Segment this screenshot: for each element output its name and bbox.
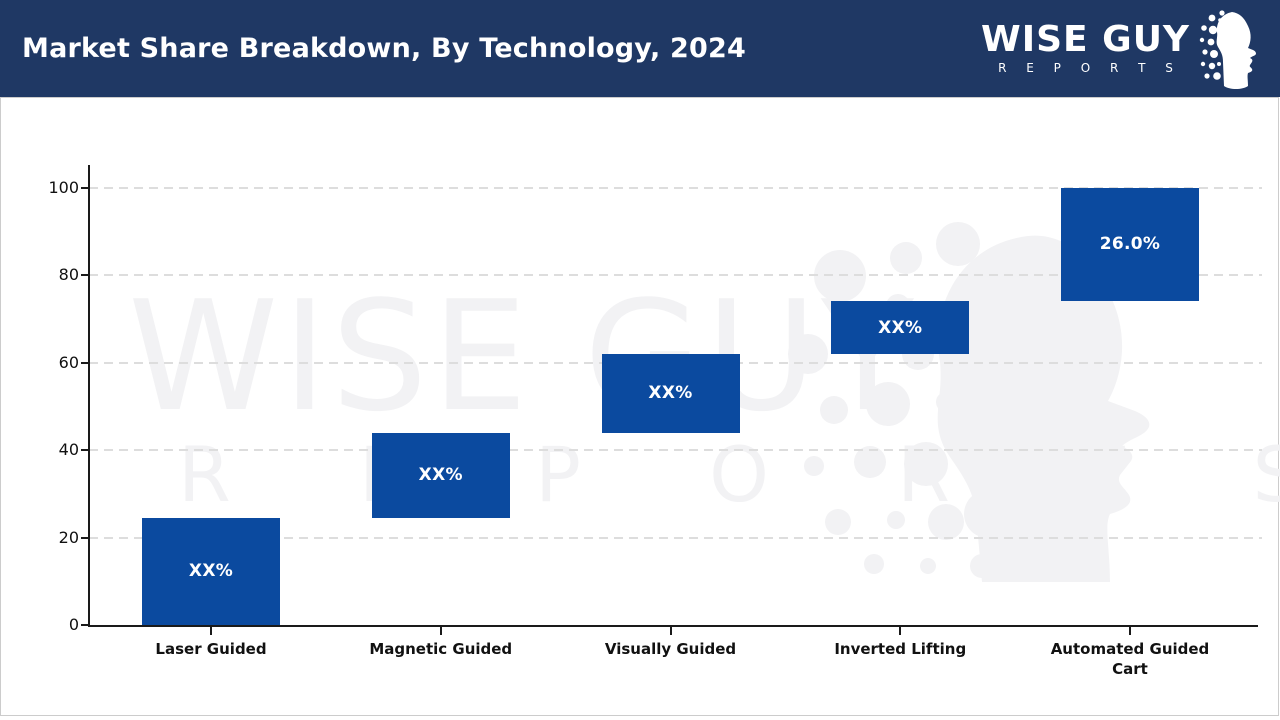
logo-subtitle: R E P O R T S bbox=[998, 61, 1181, 75]
page-title: Market Share Breakdown, By Technology, 2… bbox=[22, 33, 747, 64]
gridline-80 bbox=[89, 274, 1262, 276]
logo-text: WISE GUY R E P O R T S bbox=[980, 19, 1190, 76]
x-tick-1 bbox=[439, 627, 442, 635]
y-tick-label-0: 0 bbox=[68, 615, 79, 634]
wise-guy-face-icon bbox=[1199, 9, 1256, 89]
gridline-40 bbox=[89, 449, 1262, 451]
y-tick-40 bbox=[81, 449, 89, 451]
category-label: Automated Guided Cart bbox=[1050, 640, 1210, 679]
bar-automated-guided-cart: 26.0% bbox=[1061, 187, 1199, 302]
y-tick-20 bbox=[81, 536, 89, 539]
y-tick-label-60: 60 bbox=[58, 352, 79, 372]
gridline-20 bbox=[89, 536, 1262, 539]
y-tick-60 bbox=[81, 361, 89, 364]
category-label: Magnetic Guided bbox=[369, 640, 513, 658]
x-tick-2 bbox=[669, 627, 672, 635]
y-tick-label-100: 100 bbox=[48, 177, 79, 197]
bar-visually-guided: XX% bbox=[601, 353, 740, 433]
y-tick-label-40: 40 bbox=[58, 440, 79, 459]
wise-guy-logo: WISE GUY R E P O R T S bbox=[981, 6, 1280, 92]
wise-guy-face-watermark bbox=[788, 222, 1150, 582]
y-axis-line bbox=[88, 165, 90, 627]
y-tick-100 bbox=[81, 186, 89, 189]
x-tick-0 bbox=[210, 627, 212, 635]
logo-wordmark: WISE GUY bbox=[980, 19, 1190, 60]
bar-inverted-lifting: XX% bbox=[831, 301, 970, 354]
category-label: Visually Guided bbox=[604, 640, 737, 658]
bar-laser-guided: XX% bbox=[142, 517, 280, 625]
y-tick-label-20: 20 bbox=[58, 527, 79, 547]
bar-value-label: XX% bbox=[418, 465, 463, 486]
y-tick-0 bbox=[81, 624, 89, 626]
x-tick-4 bbox=[1129, 627, 1131, 635]
bar-value-label: XX% bbox=[878, 317, 923, 338]
x-tick-3 bbox=[899, 627, 902, 635]
gridline-100 bbox=[89, 186, 1262, 189]
bar-value-label: XX% bbox=[188, 561, 234, 582]
watermark-wordmark: WISE GUY bbox=[128, 268, 918, 445]
category-label: Inverted Lifting bbox=[834, 640, 967, 658]
bar-value-label: XX% bbox=[648, 383, 693, 404]
header-band: Market Share Breakdown, By Technology, 2… bbox=[0, 0, 1280, 97]
chart-card-border bbox=[0, 97, 1279, 716]
x-axis-line bbox=[88, 625, 1258, 627]
y-tick-label-80: 80 bbox=[58, 265, 79, 284]
bar-value-label: 26.0% bbox=[1099, 234, 1161, 255]
bar-magnetic-guided: XX% bbox=[371, 432, 510, 518]
category-label: Laser Guided bbox=[155, 640, 267, 658]
y-tick-80 bbox=[81, 274, 89, 276]
